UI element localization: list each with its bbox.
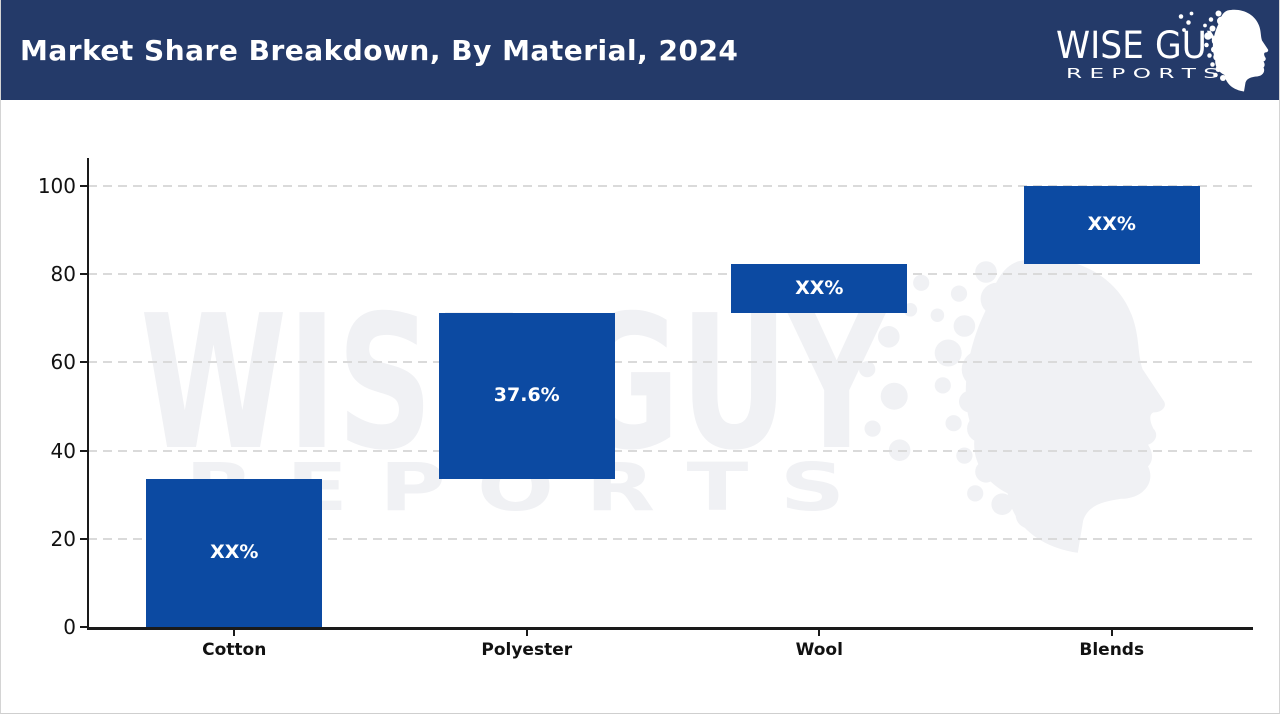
grid-line bbox=[88, 449, 1253, 452]
bar-value-label: XX% bbox=[1087, 213, 1136, 236]
page-title: Market Share Breakdown, By Material, 202… bbox=[20, 33, 739, 67]
y-tick-label: 100 bbox=[37, 174, 76, 198]
bar bbox=[1023, 186, 1200, 265]
y-tick-label: 20 bbox=[50, 526, 76, 551]
waterfall-chart: 0 20 40 60 80 100 XX% Cotton 37.6% Polyester XX% Wo… bbox=[0, 100, 1280, 714]
brand-logo: WISE GUY R E P O R T S bbox=[1056, 9, 1269, 92]
y-axis-tick bbox=[80, 449, 87, 452]
x-axis-tick bbox=[818, 629, 821, 636]
x-axis-tick bbox=[525, 629, 528, 636]
header-bar: Market Share Breakdown, By Material, 202… bbox=[0, 0, 1280, 100]
x-tick-label: Blends bbox=[1079, 640, 1145, 660]
y-axis-tick bbox=[80, 361, 87, 364]
grid-line bbox=[88, 361, 1253, 364]
logo-wordmark: WISE GUY bbox=[1056, 24, 1228, 67]
y-axis-tick bbox=[80, 626, 87, 628]
x-tick-label: Wool bbox=[795, 640, 843, 660]
logo-head-icon bbox=[1178, 9, 1269, 92]
x-axis-line bbox=[87, 627, 1253, 630]
y-axis-line bbox=[87, 158, 89, 629]
y-tick-label: 60 bbox=[50, 350, 76, 375]
grid-line bbox=[88, 273, 1253, 276]
y-tick-label: 0 bbox=[63, 615, 76, 639]
bar-value-label: XX% bbox=[795, 276, 844, 299]
x-axis-tick bbox=[233, 629, 236, 636]
grid-line bbox=[88, 537, 1253, 540]
y-tick-label: 80 bbox=[50, 262, 76, 287]
bar bbox=[146, 479, 323, 627]
bar bbox=[438, 313, 615, 480]
watermark-head-icon bbox=[859, 258, 1165, 553]
x-axis-tick bbox=[1110, 629, 1113, 636]
x-tick-label: Polyester bbox=[481, 640, 573, 660]
y-axis-tick bbox=[80, 273, 87, 276]
bar bbox=[731, 264, 908, 314]
y-axis-tick bbox=[80, 185, 87, 187]
grid-line bbox=[88, 185, 1253, 187]
x-tick-label: Cotton bbox=[202, 640, 267, 660]
bar-value-label: 37.6% bbox=[493, 384, 560, 407]
y-tick-label: 40 bbox=[50, 438, 76, 463]
bar-value-label: XX% bbox=[210, 541, 259, 564]
y-axis-tick bbox=[80, 537, 87, 540]
logo-reports: R E P O R T S bbox=[1066, 67, 1218, 82]
